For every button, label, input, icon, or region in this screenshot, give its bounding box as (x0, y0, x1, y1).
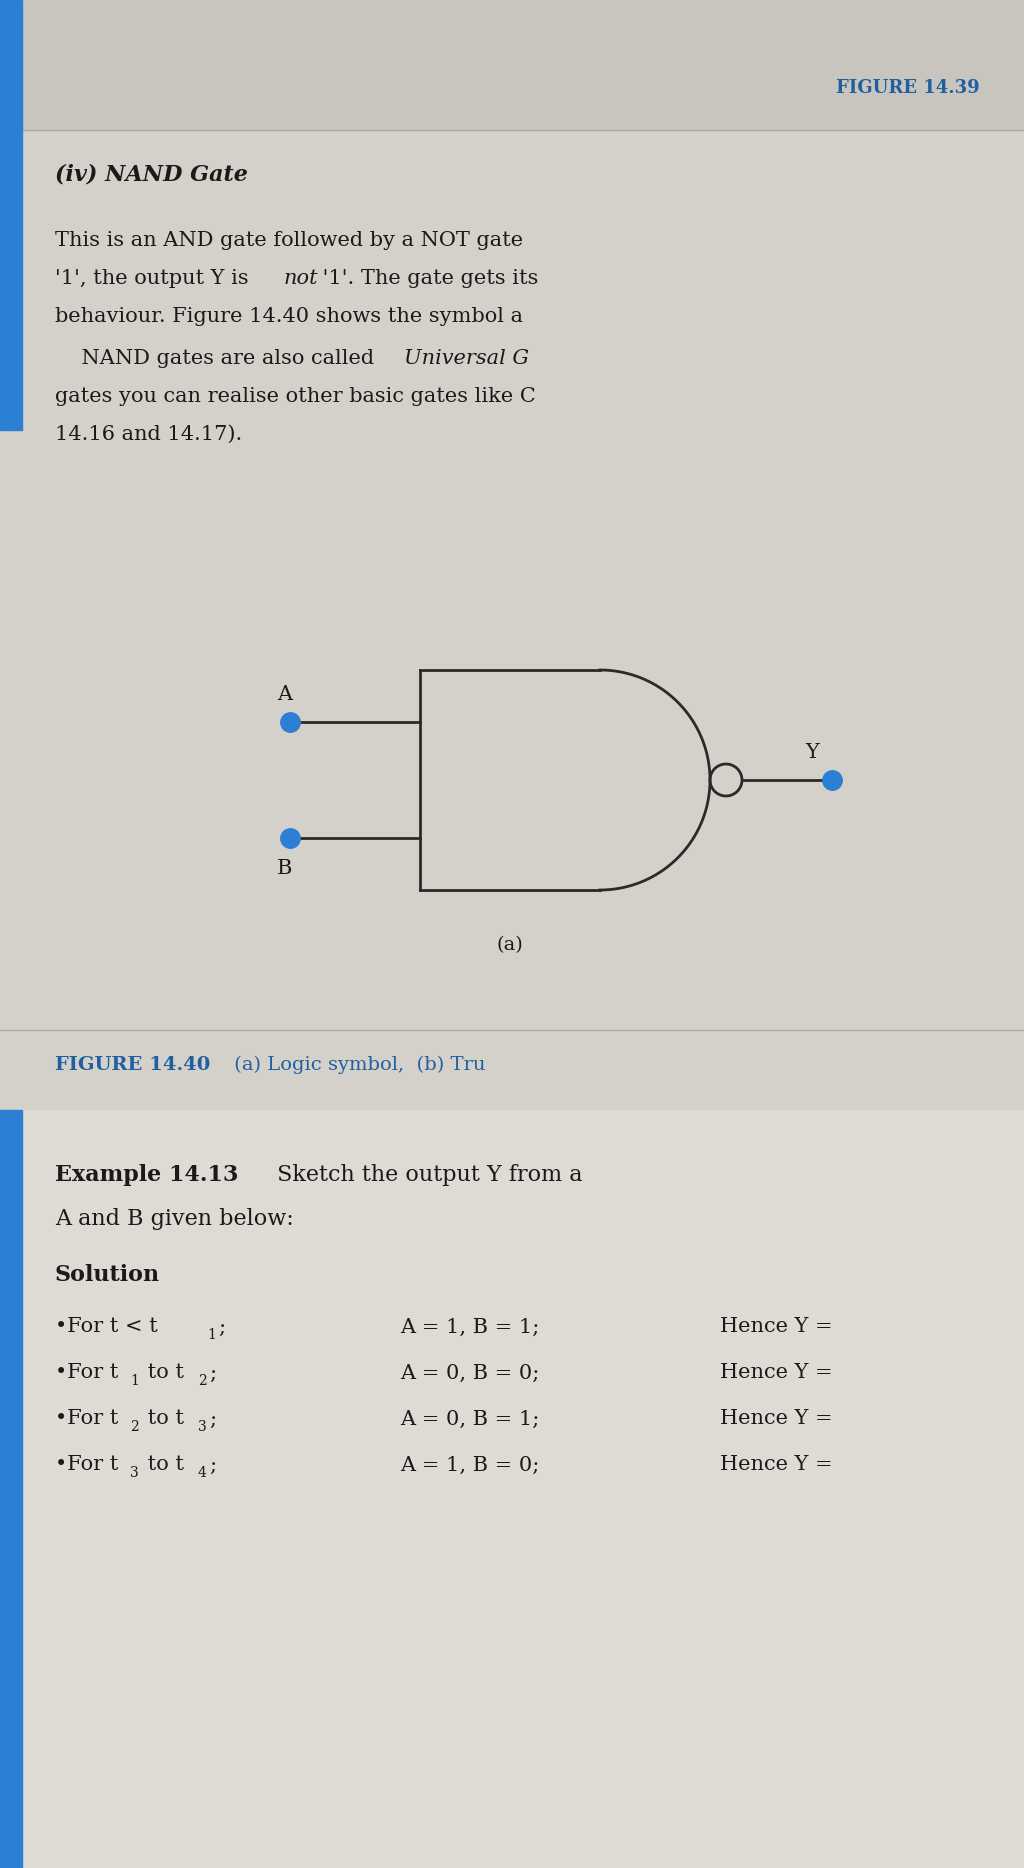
Text: Hence Y =: Hence Y = (720, 1455, 833, 1474)
Text: NAND gates are also called: NAND gates are also called (55, 349, 381, 368)
Text: A: A (278, 684, 293, 704)
Text: Sketch the output Y from a: Sketch the output Y from a (270, 1164, 583, 1186)
Text: to t: to t (141, 1364, 184, 1382)
Bar (0, 1110, 22, 1868)
Text: (a) Logic symbol,  (b) Tru: (a) Logic symbol, (b) Tru (228, 1055, 485, 1074)
Text: ;: ; (209, 1410, 216, 1429)
Text: Example 14.13: Example 14.13 (55, 1164, 239, 1186)
Text: A and B given below:: A and B given below: (55, 1209, 294, 1229)
Text: gates you can realise other basic gates like C: gates you can realise other basic gates … (55, 387, 536, 405)
Text: to t: to t (141, 1410, 184, 1429)
Text: Universal G: Universal G (404, 349, 529, 368)
Text: not: not (284, 269, 318, 288)
Text: ;: ; (218, 1317, 225, 1336)
Text: 14.16 and 14.17).: 14.16 and 14.17). (55, 424, 243, 443)
Text: FIGURE 14.40: FIGURE 14.40 (55, 1055, 210, 1074)
Text: to t: to t (141, 1455, 184, 1474)
Text: ;: ; (209, 1455, 216, 1474)
Text: Solution: Solution (55, 1265, 160, 1285)
Text: Hence Y =: Hence Y = (720, 1364, 833, 1382)
Text: •For t < t: •For t < t (55, 1317, 158, 1336)
Text: FIGURE 14.39: FIGURE 14.39 (837, 78, 980, 97)
Text: B: B (278, 859, 293, 878)
Text: 4: 4 (198, 1466, 207, 1479)
Text: •For t: •For t (55, 1410, 119, 1429)
Text: •For t: •For t (55, 1364, 119, 1382)
Text: A = 1, B = 0;: A = 1, B = 0; (400, 1455, 540, 1474)
Text: 1: 1 (207, 1328, 216, 1341)
Text: (iv) NAND Gate: (iv) NAND Gate (55, 164, 248, 187)
Bar (0, 0, 22, 430)
Text: A = 0, B = 1;: A = 0, B = 1; (400, 1410, 540, 1429)
Text: Hence Y =: Hence Y = (720, 1317, 833, 1336)
Text: behaviour. Figure 14.40 shows the symbol a: behaviour. Figure 14.40 shows the symbol… (55, 306, 523, 325)
Text: A = 0, B = 0;: A = 0, B = 0; (400, 1364, 540, 1382)
Bar (0, 0, 1024, 131)
Text: •For t: •For t (55, 1455, 119, 1474)
Text: '1', the output Y is: '1', the output Y is (55, 269, 255, 288)
Text: 2: 2 (130, 1420, 138, 1435)
Text: 3: 3 (198, 1420, 207, 1435)
Text: Hence Y =: Hence Y = (720, 1410, 833, 1429)
Text: Y: Y (805, 742, 819, 762)
Text: ;: ; (209, 1364, 216, 1382)
Text: 1: 1 (130, 1375, 139, 1388)
Text: '1'. The gate gets its: '1'. The gate gets its (316, 269, 539, 288)
Text: This is an AND gate followed by a NOT gate: This is an AND gate followed by a NOT ga… (55, 230, 523, 250)
Text: (a): (a) (497, 936, 523, 955)
Text: 3: 3 (130, 1466, 138, 1479)
Text: A = 1, B = 1;: A = 1, B = 1; (400, 1317, 540, 1336)
Bar (0, 1110, 1024, 1868)
Text: 2: 2 (198, 1375, 207, 1388)
